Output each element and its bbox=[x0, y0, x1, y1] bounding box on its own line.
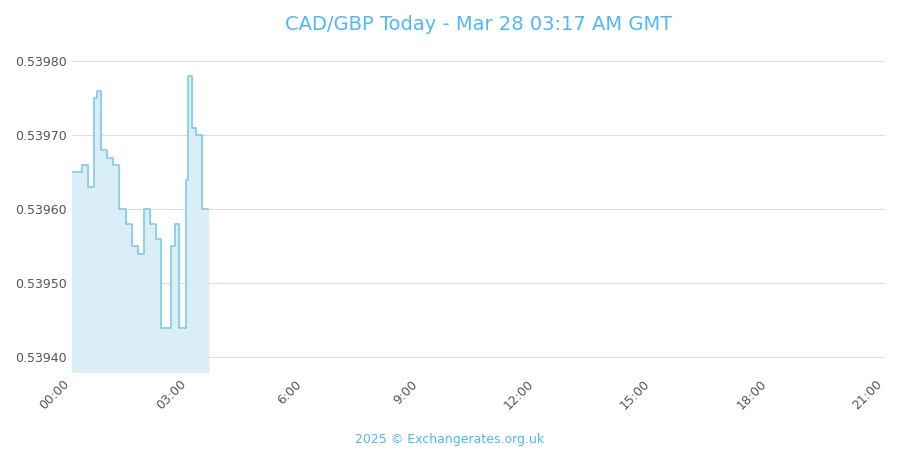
Text: 2025 © Exchangerates.org.uk: 2025 © Exchangerates.org.uk bbox=[356, 432, 544, 446]
Title: CAD/GBP Today - Mar 28 03:17 AM GMT: CAD/GBP Today - Mar 28 03:17 AM GMT bbox=[285, 15, 672, 34]
